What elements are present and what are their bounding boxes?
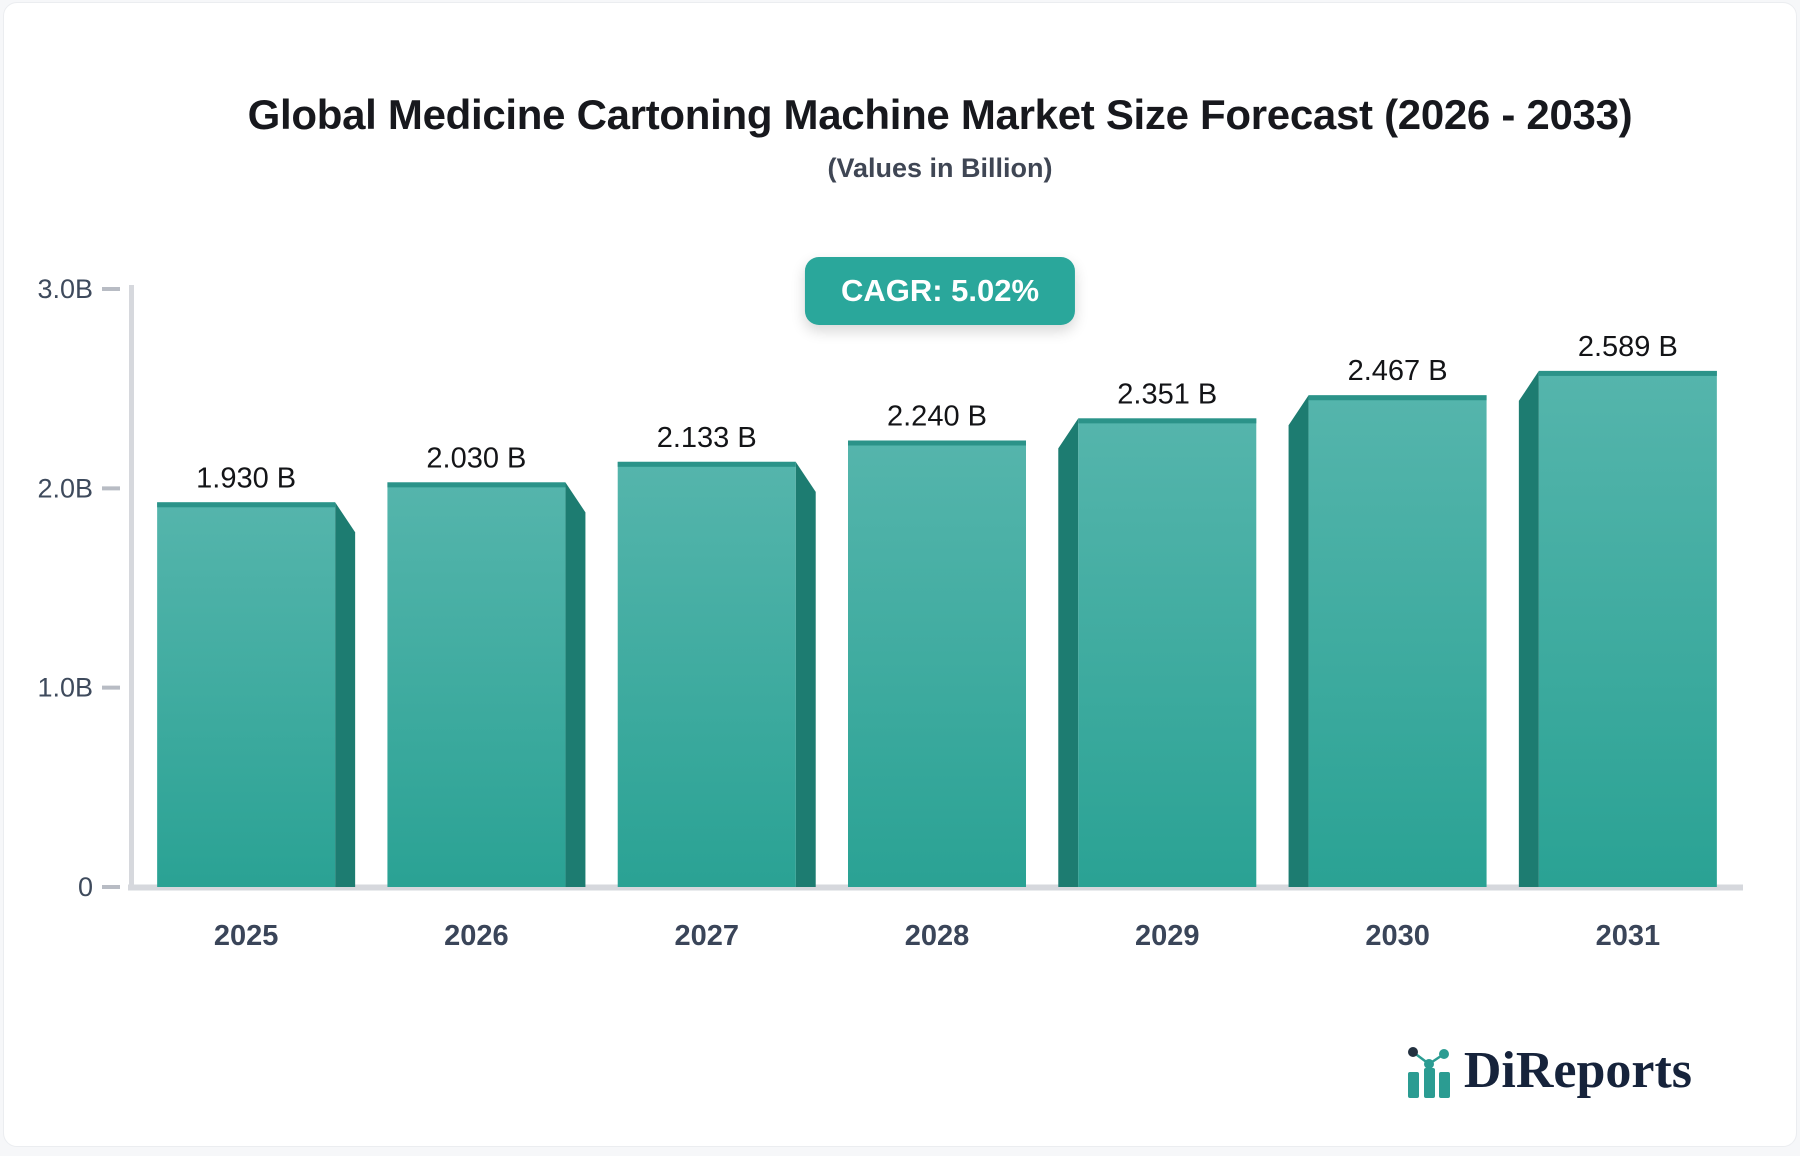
bar-value-label: 2.030 B xyxy=(426,442,526,474)
bar-face xyxy=(848,440,1026,887)
bar-value-label: 2.240 B xyxy=(887,400,987,432)
bar-top-edge xyxy=(1538,370,1717,376)
bar-value-label: 2.351 B xyxy=(1117,378,1217,410)
bar-2026: 2.030 B 2026 xyxy=(387,442,586,952)
bar-top-edge xyxy=(848,440,1026,446)
logo-mini-bar-chart-icon xyxy=(1407,1047,1450,1098)
bar-face xyxy=(387,482,566,887)
x-axis-category-label: 2029 xyxy=(1135,920,1200,952)
x-axis-category-label: 2026 xyxy=(444,920,509,952)
bar-face xyxy=(1538,370,1717,887)
bar-top-edge xyxy=(1308,395,1487,401)
bar-face xyxy=(157,502,336,887)
y-axis-tick-label: 2.0B xyxy=(37,473,93,503)
y-axis-tick-label: 0 xyxy=(78,872,93,902)
bar-value-label: 2.467 B xyxy=(1348,355,1448,387)
market-size-bar-chart: 0 1.0B 2.0B 3.0B 1.930 B 2025 2.030 B 2026 2.133… xyxy=(37,274,1743,952)
bar-2030: 2.467 B 2030 xyxy=(1288,355,1487,952)
chart-card: Global Medicine Cartoning Machine Market… xyxy=(3,2,1797,1147)
bar-side-face xyxy=(1288,395,1309,887)
bar-face xyxy=(1308,395,1487,887)
bar-value-label: 1.930 B xyxy=(196,462,296,494)
bar-side-face xyxy=(335,502,356,887)
y-axis-tick-label: 1.0B xyxy=(37,673,93,703)
x-axis-category-label: 2027 xyxy=(674,920,739,952)
bar-top-edge xyxy=(617,461,796,467)
logo-text: DiReports xyxy=(1463,1042,1692,1099)
cagr-badge-label: CAGR: 5.02% xyxy=(840,273,1040,308)
bar-2031: 2.589 B 2031 xyxy=(1518,331,1717,952)
bar-value-label: 2.133 B xyxy=(657,422,757,454)
bar-face xyxy=(617,461,796,887)
x-axis-category-label: 2028 xyxy=(905,920,970,952)
bar-side-face xyxy=(1058,418,1079,887)
bar-top-edge xyxy=(1078,418,1257,424)
y-axis-tick-label: 3.0B xyxy=(37,274,93,304)
bar-top-edge xyxy=(157,502,336,508)
bar-top-edge xyxy=(387,482,566,488)
bar-2029: 2.351 B 2029 xyxy=(1058,378,1257,952)
x-axis-category-label: 2030 xyxy=(1365,920,1430,952)
bar-2027: 2.133 B 2027 xyxy=(617,422,816,952)
cagr-badge: CAGR: 5.02% xyxy=(804,257,1076,325)
direports-logo: DiReports xyxy=(1401,1042,1692,1100)
bar-side-face xyxy=(565,482,586,887)
bar-side-face xyxy=(1518,370,1539,887)
bar-2025: 1.930 B 2025 xyxy=(157,462,356,952)
x-axis-category-label: 2025 xyxy=(214,920,279,952)
bar-face xyxy=(1078,418,1257,887)
bar-side-face xyxy=(795,461,816,887)
bar-value-label: 2.589 B xyxy=(1578,331,1678,363)
bar-2028: 2.240 B 2028 xyxy=(848,400,1026,952)
x-axis-category-label: 2031 xyxy=(1596,920,1661,952)
